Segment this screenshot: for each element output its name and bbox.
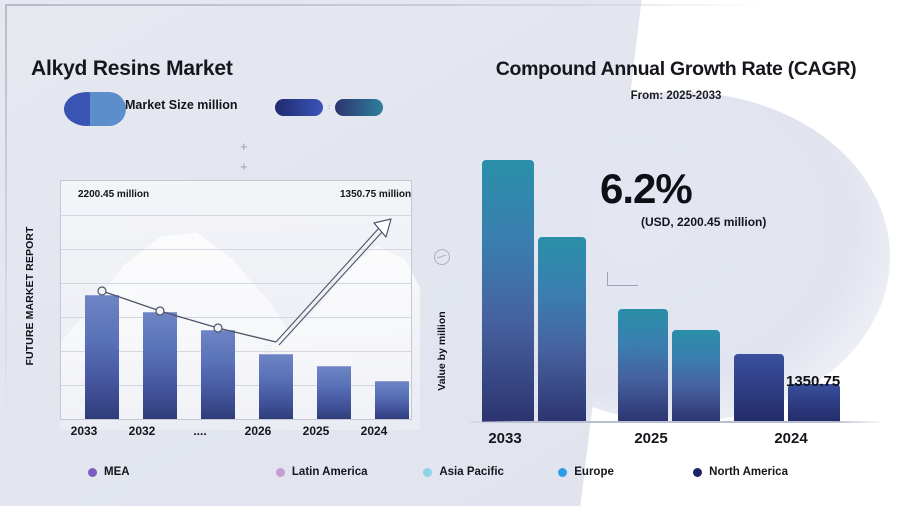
- legend: MEA Latin America Asia Pacific Europe No…: [88, 466, 788, 478]
- gridline: [61, 351, 411, 352]
- right-bar-2033-primary: [482, 160, 534, 422]
- left-chart-trend-overlay: [97, 218, 392, 346]
- right-xtick-2025: 2025: [634, 430, 668, 447]
- left-chart-plot-area: [60, 180, 412, 420]
- plus-icon: +: [240, 159, 248, 174]
- gridline: [61, 215, 411, 216]
- left-xtick-2026: 2026: [244, 424, 272, 438]
- trend-marker: [97, 286, 107, 296]
- cagr-value: 6.2%: [600, 165, 693, 212]
- legend-label: Europe: [574, 466, 614, 478]
- gridline: [61, 249, 411, 250]
- gridline: [61, 317, 411, 318]
- page-title: Alkyd Resins Market: [31, 57, 233, 80]
- growth-arrow-shaft-b: [278, 230, 384, 346]
- right-chart-baseline: [470, 421, 880, 423]
- right-xtick-2024: 2024: [774, 430, 808, 447]
- trend-line: [101, 290, 277, 343]
- legend-item-mea[interactable]: MEA: [88, 466, 276, 478]
- right-bar-2024-secondary: [788, 384, 840, 422]
- gridline: [61, 385, 411, 386]
- right-bar-2033-secondary: [538, 237, 586, 422]
- left-bar-2026: [259, 354, 293, 419]
- market-size-label: Market Size million: [125, 98, 238, 112]
- legend-item-europe[interactable]: Europe: [558, 466, 693, 478]
- minus-circle-icon: [434, 249, 450, 265]
- pill-separator: :: [328, 104, 330, 111]
- left-xtick-ellipsis: ....: [193, 424, 207, 438]
- legend-dot-icon: [693, 467, 703, 477]
- right-chart-data-label: 1350.75: [786, 373, 841, 390]
- pill-secondary: [334, 99, 383, 116]
- brand-logo-icon: [64, 92, 128, 126]
- gridline: [61, 283, 411, 284]
- legend-dot-icon: [275, 467, 285, 477]
- cagr-period-subtitle: From: 2025-2033: [630, 90, 722, 102]
- right-bar-2024-primary: [734, 354, 784, 422]
- trend-marker: [155, 306, 165, 316]
- cagr-usd-note: (USD, 2200.45 million): [641, 215, 767, 229]
- legend-dot-icon: [423, 467, 433, 477]
- cagr-title: Compound Annual Growth Rate (CAGR): [495, 58, 857, 80]
- left-chart-y-axis-label: FUTURE MARKET REPORT: [24, 226, 36, 366]
- legend-pill-group: :: [275, 99, 383, 116]
- growth-arrow-shaft-a: [275, 227, 380, 343]
- left-bar-2032: [143, 312, 177, 419]
- legend-label: MEA: [104, 466, 130, 478]
- right-bar-2025-primary: [618, 309, 668, 422]
- left-xtick-2025: 2025: [302, 424, 330, 438]
- right-chart-corner-mark: [607, 272, 638, 286]
- left-bar-2033: [85, 295, 119, 419]
- legend-label: Asia Pacific: [439, 466, 504, 478]
- right-bar-2025-secondary: [672, 330, 720, 422]
- legend-label: North America: [709, 466, 788, 478]
- border-left-rule: [5, 4, 7, 502]
- left-bar-ellipsis: [201, 330, 235, 419]
- left-chart-value-axis-label: Value by million: [436, 311, 448, 391]
- legend-item-north-america[interactable]: North America: [693, 466, 788, 478]
- right-chart-plot-area: [470, 150, 880, 422]
- right-xtick-2033: 2033: [488, 430, 522, 447]
- plus-icon: +: [240, 139, 248, 154]
- legend-dot-icon: [558, 467, 568, 477]
- left-chart-end-callout: 1350.75 million: [340, 189, 412, 200]
- pill-primary: [275, 99, 323, 116]
- left-xtick-2024: 2024: [360, 424, 388, 438]
- legend-dot-icon: [88, 467, 97, 477]
- trend-marker: [213, 323, 223, 333]
- left-bar-2025: [317, 366, 351, 419]
- legend-item-asia-pacific[interactable]: Asia Pacific: [423, 466, 558, 478]
- brand-half-shape: [90, 92, 126, 126]
- left-bar-2024: [375, 381, 409, 419]
- growth-arrow-head-icon: [373, 218, 392, 238]
- left-chart-start-callout: 2200.45 million: [78, 189, 150, 200]
- left-xtick-2033: 2033: [70, 424, 98, 438]
- legend-item-latin-america[interactable]: Latin America: [275, 466, 423, 478]
- legend-label: Latin America: [291, 466, 368, 478]
- border-top-rule: [6, 4, 766, 6]
- left-xtick-2032: 2032: [128, 424, 156, 438]
